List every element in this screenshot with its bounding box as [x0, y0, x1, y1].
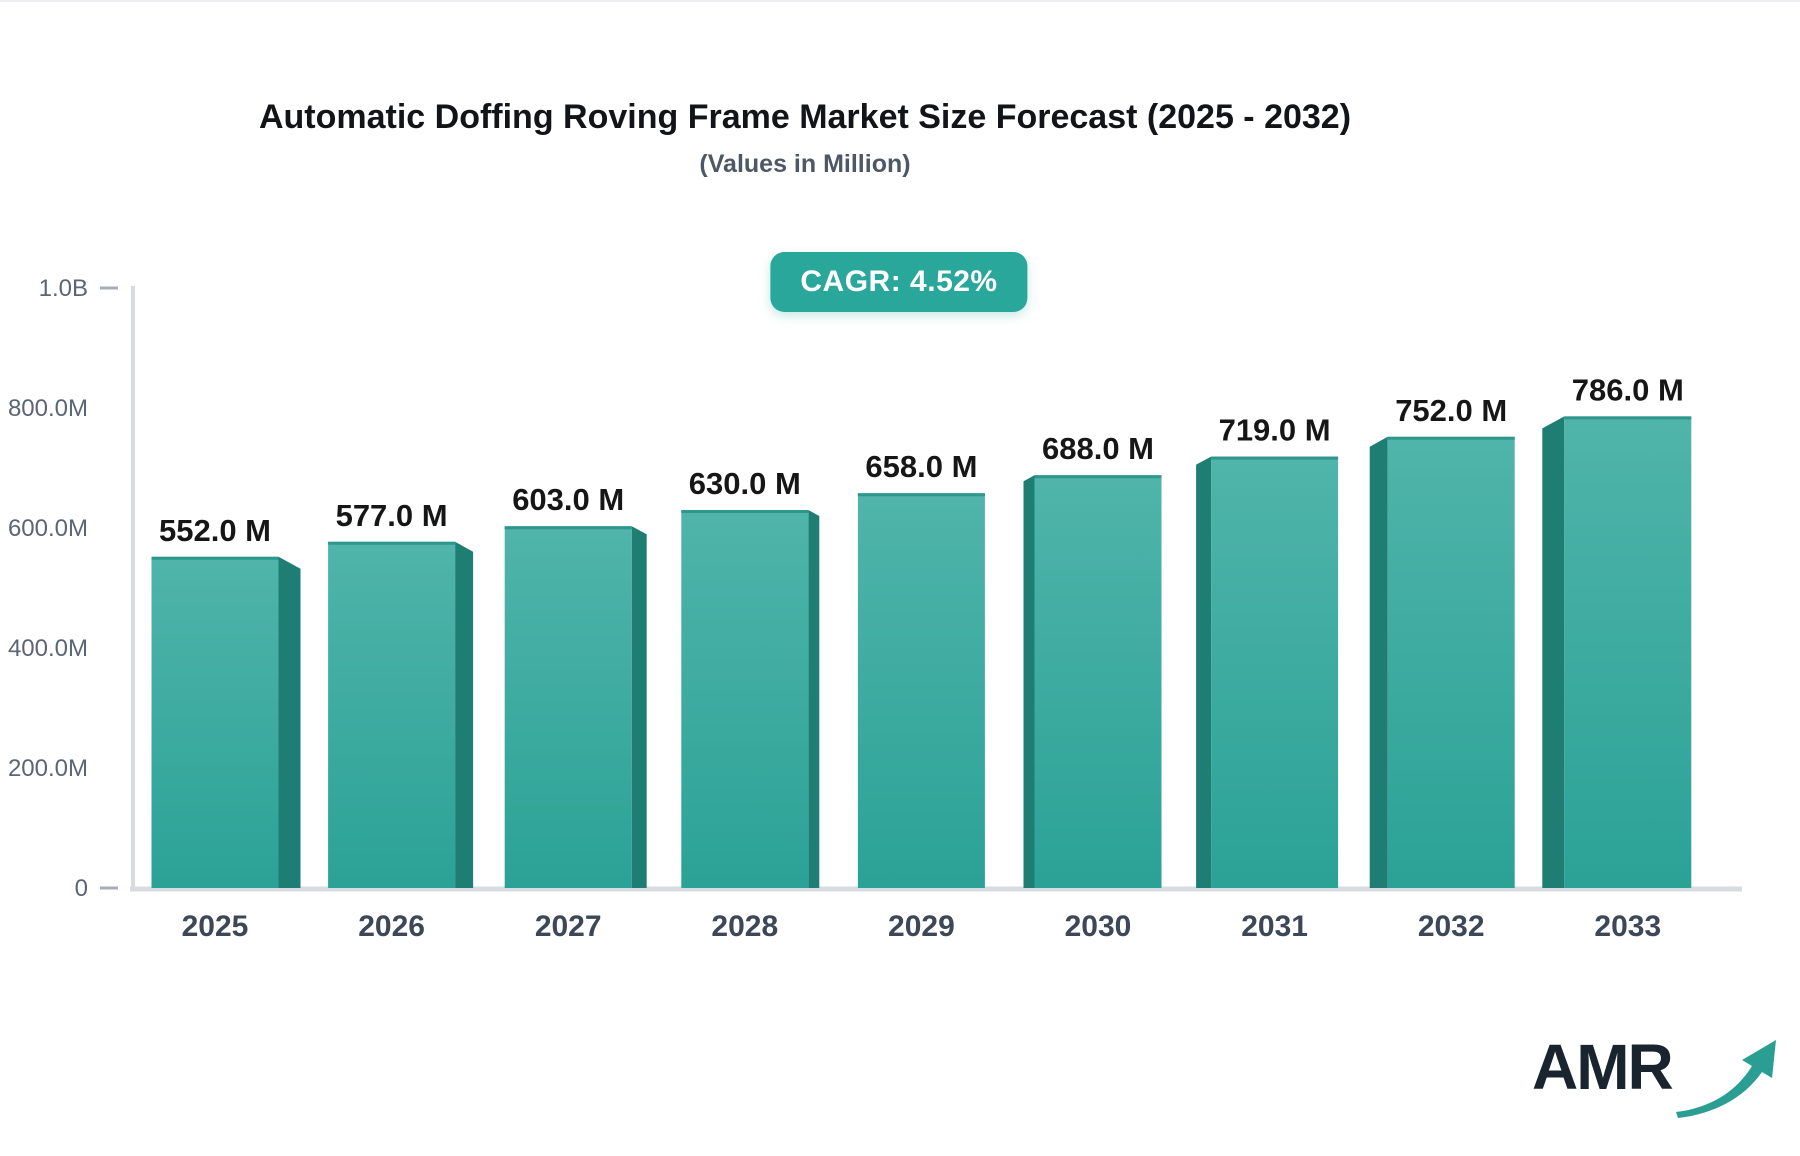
x-tick-label: 2025 [182, 910, 249, 943]
arrow-shape [1676, 1040, 1776, 1118]
bar-value-label: 577.0 M [336, 498, 448, 533]
bar-value-label: 719.0 M [1219, 413, 1331, 448]
bar-2032: 752.0 M 2032 [1369, 393, 1515, 943]
x-tick-label: 2026 [358, 910, 425, 943]
bar-side-face [1542, 416, 1565, 888]
bar-2026: 577.0 M 2026 [328, 498, 474, 943]
bar-front-face [328, 541, 456, 888]
bar-side-face [808, 510, 820, 888]
cagr-badge-label: CAGR: 4.52% [800, 265, 998, 298]
bar-front-face [681, 510, 809, 888]
x-tick-label: 2027 [535, 910, 602, 943]
amr-logo-text: AMR [1532, 1031, 1674, 1103]
bar-2027: 603.0 M 2027 [504, 482, 647, 943]
bar-2029: 658.0 M 2029 [857, 449, 985, 943]
cagr-badge: CAGR: 4.52% [770, 252, 1028, 312]
bar-side-face [631, 526, 647, 888]
bar-front-face [504, 526, 632, 888]
x-tick-label: 2032 [1418, 910, 1485, 943]
bar-side-face [1023, 475, 1035, 888]
bar-side-face [1196, 456, 1212, 888]
x-tick-label: 2029 [888, 910, 955, 943]
bar-front-face [1387, 436, 1515, 888]
bar-value-label: 630.0 M [689, 466, 801, 501]
amr-logo-arrow-icon [1676, 1040, 1776, 1118]
bar-side-face [278, 556, 301, 888]
bar-front-face [857, 493, 985, 888]
bar-2033: 786.0 M 2033 [1542, 372, 1692, 943]
x-tick-label: 2030 [1065, 910, 1132, 943]
y-tick-label: 400.0M [8, 635, 88, 662]
x-tick-label: 2028 [711, 910, 778, 943]
bar-2030: 688.0 M 2030 [1023, 431, 1162, 943]
amr-logo: AMR [1532, 1024, 1782, 1124]
bar-value-label: 752.0 M [1395, 393, 1507, 428]
bar-2028: 630.0 M 2028 [681, 466, 820, 943]
x-tick-label: 2031 [1241, 910, 1308, 943]
bar-value-label: 552.0 M [159, 513, 271, 548]
bar-value-label: 603.0 M [512, 482, 624, 517]
axes [130, 286, 1742, 892]
bar-side-face [455, 541, 474, 888]
bar-side-face [1369, 436, 1388, 888]
bar-front-face [1034, 475, 1162, 888]
bar-2031: 719.0 M 2031 [1196, 413, 1339, 943]
y-tick-label: 200.0M [8, 755, 88, 782]
bar-front-face [1564, 416, 1692, 888]
bar-value-label: 688.0 M [1042, 431, 1154, 466]
bar-value-label: 658.0 M [865, 449, 977, 484]
bar-2025: 552.0 M 2025 [151, 513, 301, 943]
bar-front-face [1211, 456, 1339, 888]
x-tick-label: 2033 [1594, 910, 1661, 943]
y-tick-label: 600.0M [8, 515, 88, 542]
bar-front-face [151, 556, 279, 888]
bar-value-label: 786.0 M [1572, 372, 1684, 407]
y-tick-label: 800.0M [8, 395, 88, 422]
y-axis-ticks: 0 200.0M 400.0M 600.0M 800.0M 1.0B [8, 275, 118, 902]
chart-title: Automatic Doffing Roving Frame Market Si… [258, 98, 1352, 136]
y-tick-label: 0 [75, 875, 88, 902]
y-tick-label: 1.0B [39, 275, 88, 302]
chart-subtitle: (Values in Million) [699, 150, 911, 178]
